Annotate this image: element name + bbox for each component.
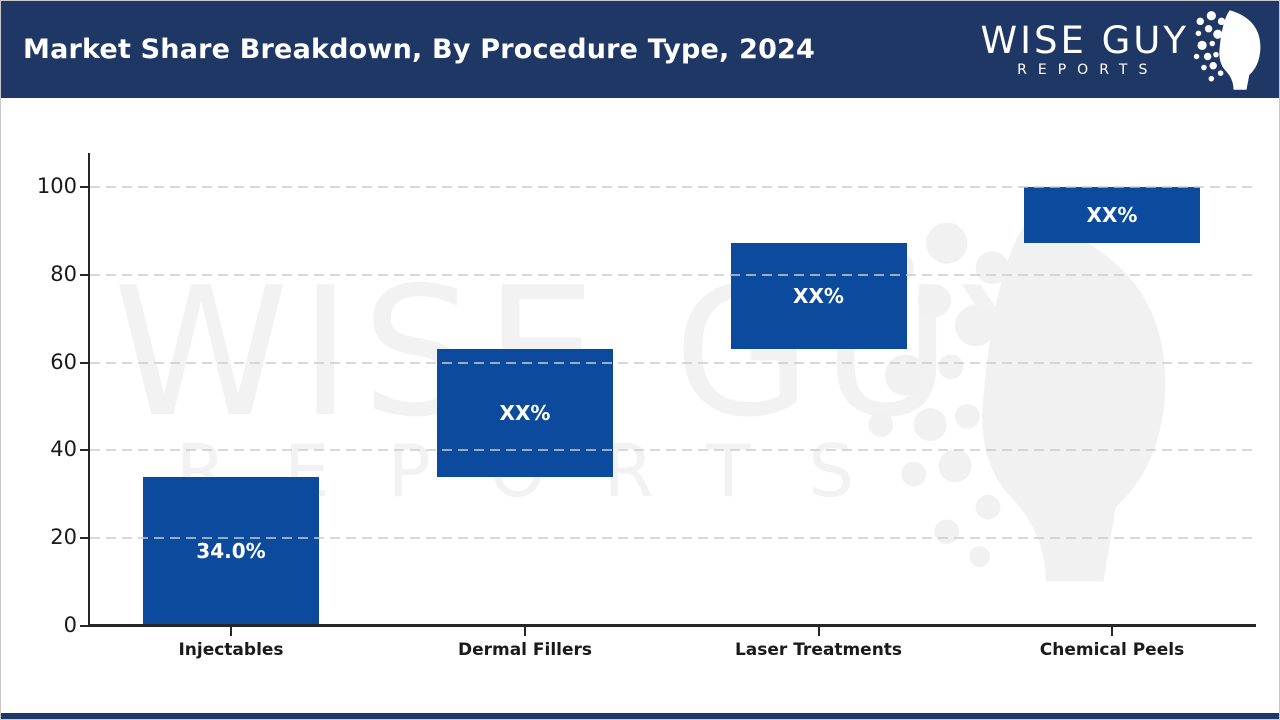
y-tick-label: 40 [50, 437, 77, 462]
y-tick-label: 60 [50, 349, 77, 374]
y-axis-spine [88, 153, 90, 626]
bar-value-label: XX% [1086, 202, 1138, 227]
x-tick-mark [524, 627, 526, 636]
x-axis-label: Chemical Peels [1039, 640, 1185, 660]
x-tick-mark [230, 627, 232, 636]
bar-dermal-fillers: XX% [437, 348, 613, 477]
y-tick-label: 80 [50, 261, 77, 286]
x-axis-spine [88, 624, 1256, 627]
header-band: Market Share Breakdown, By Procedure Typ… [1, 1, 1279, 98]
bar-value-label: XX% [499, 400, 551, 425]
x-axis-label: Injectables [178, 640, 284, 660]
logo-text: WISE GUY REPORTS [980, 18, 1189, 79]
gridline-40 [90, 449, 1254, 452]
y-tick-label: 20 [50, 525, 77, 550]
y-tick-mark [80, 273, 88, 276]
bar-value-label: XX% [793, 283, 844, 308]
dotted-face-icon [1193, 10, 1261, 90]
footer-band [1, 713, 1279, 719]
bar-chemical-peels: XX% [1024, 187, 1200, 243]
x-axis-label: Laser Treatments [734, 640, 903, 660]
y-tick-mark [80, 361, 88, 364]
y-tick-mark [80, 186, 88, 188]
y-tick-mark [80, 625, 88, 627]
bar-laser-treatments: XX% [730, 242, 907, 349]
gridline-100 [90, 186, 1254, 188]
y-tick-mark [80, 537, 88, 540]
logo-subtitle: REPORTS [1017, 62, 1159, 79]
gridline-80 [90, 273, 1254, 276]
bar-injectables: 34.0% [143, 476, 319, 626]
x-tick-mark [1111, 627, 1113, 636]
x-tick-mark [817, 627, 820, 636]
watermark-face-icon [868, 218, 1166, 582]
y-tick-mark [80, 449, 88, 452]
gridline-20 [90, 537, 1254, 540]
wise-guy-reports-logo: WISE GUY REPORTS [981, 5, 1265, 95]
y-tick-label: 0 [63, 613, 77, 637]
page-title: Market Share Breakdown, By Procedure Typ… [23, 34, 816, 65]
x-axis-label: Dermal Fillers [457, 640, 593, 660]
y-tick-label: 100 [36, 174, 77, 198]
gridline-60 [90, 361, 1254, 364]
logo-wordmark: WISE GUY [980, 18, 1189, 62]
bar-value-label: 34.0% [196, 539, 266, 564]
